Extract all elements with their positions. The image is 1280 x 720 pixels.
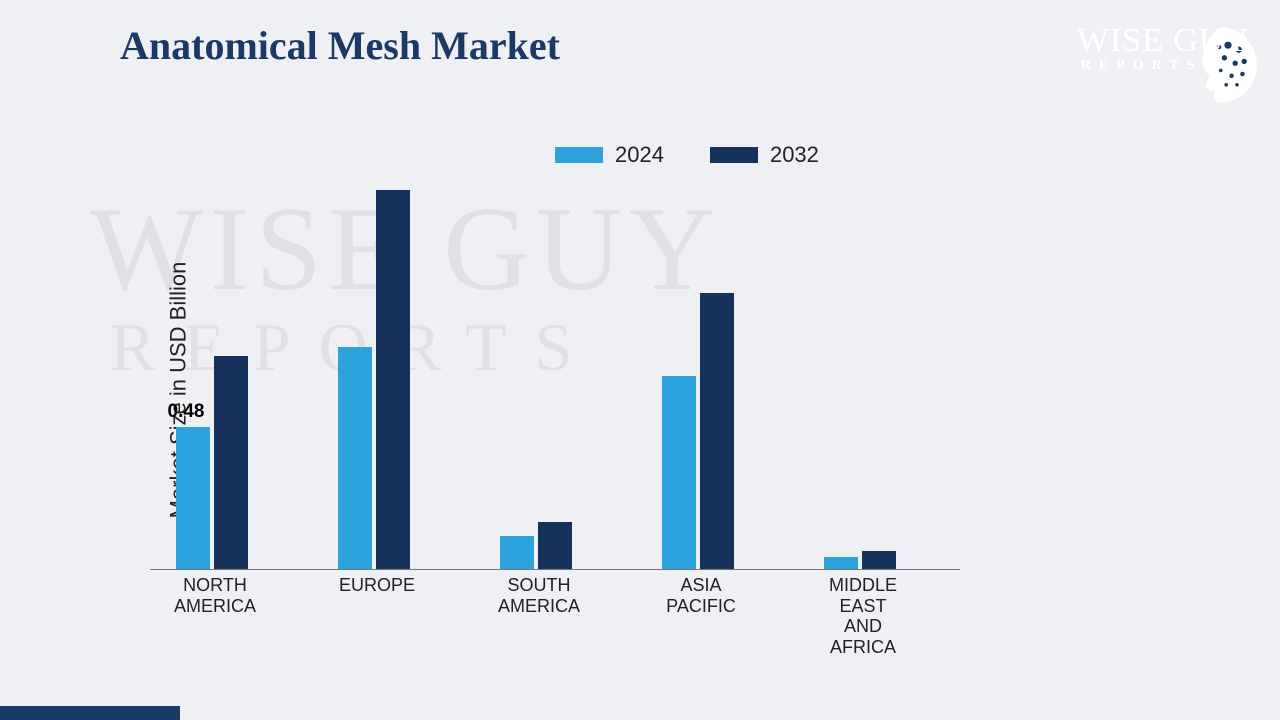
- brand-logo: WISE GUY REPORTS: [1077, 22, 1250, 74]
- bar-2024: [500, 536, 534, 569]
- bar-2032: [538, 522, 572, 569]
- bar-2032: [214, 356, 248, 569]
- plot-area: 0.48NORTH AMERICAEUROPESOUTH AMERICAASIA…: [150, 170, 960, 570]
- bar-value-label: 0.48: [156, 401, 216, 423]
- legend: 2024 2032: [555, 142, 819, 168]
- bar-2024: [662, 376, 696, 569]
- bar-2024: [824, 557, 858, 569]
- chart-title: Anatomical Mesh Market: [120, 22, 560, 69]
- legend-swatch-2032: [710, 147, 758, 163]
- legend-label-2032: 2032: [770, 142, 819, 168]
- x-axis-label: EUROPE: [312, 575, 442, 596]
- legend-swatch-2024: [555, 147, 603, 163]
- x-axis-label: SOUTH AMERICA: [474, 575, 604, 616]
- logo-line1: WISE GUY: [1077, 22, 1250, 60]
- x-axis-label: NORTH AMERICA: [150, 575, 280, 616]
- bar-2032: [376, 190, 410, 569]
- bar-2032: [862, 551, 896, 569]
- logo-line2: REPORTS: [1077, 58, 1250, 74]
- legend-item-2024: 2024: [555, 142, 664, 168]
- x-axis-label: ASIA PACIFIC: [636, 575, 766, 616]
- legend-label-2024: 2024: [615, 142, 664, 168]
- bar-2032: [700, 293, 734, 569]
- bar-chart: Market Size in USD Billion 0.48NORTH AME…: [100, 170, 960, 610]
- legend-item-2032: 2032: [710, 142, 819, 168]
- bottom-accent-bar: [0, 706, 180, 720]
- bar-2024: [338, 347, 372, 569]
- bar-2024: [176, 427, 210, 569]
- x-axis-label: MIDDLE EAST AND AFRICA: [798, 575, 928, 658]
